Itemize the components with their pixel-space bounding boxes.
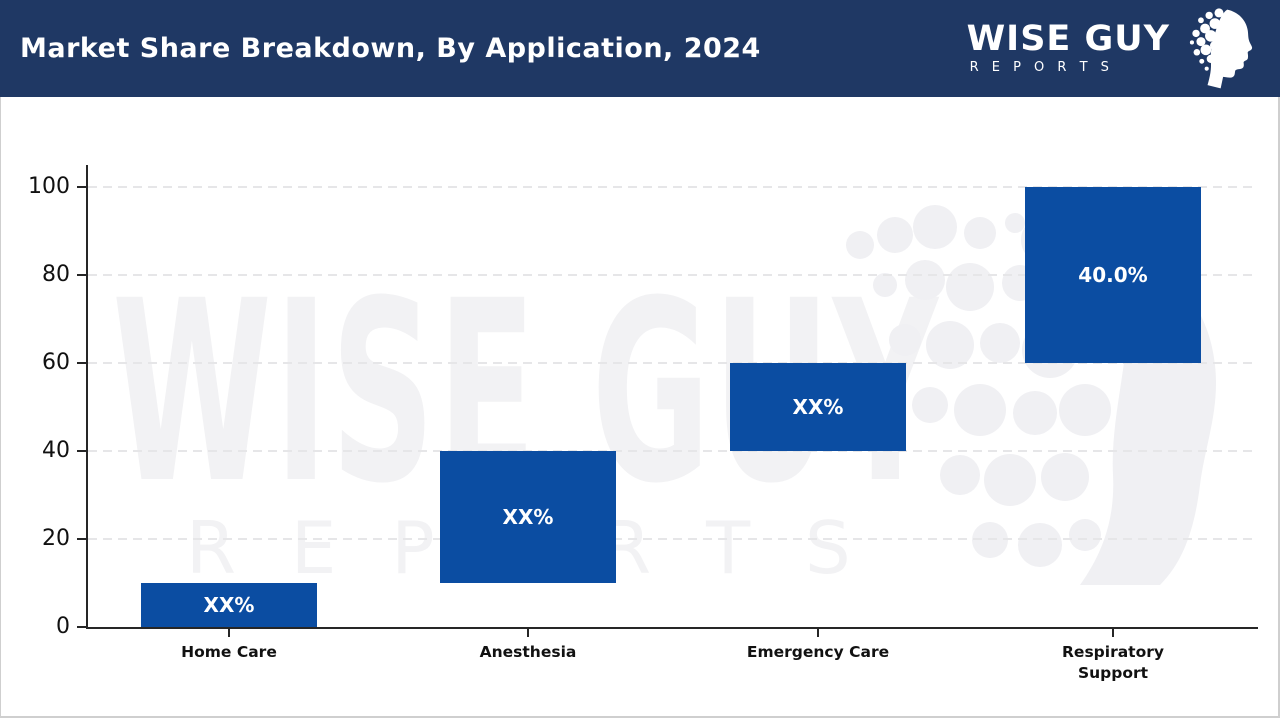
- y-tick-mark: [77, 450, 86, 452]
- y-tick-mark: [77, 274, 86, 276]
- right-border-line: [1278, 97, 1280, 718]
- logo-wordmark: WISE GUY: [966, 19, 1170, 59]
- logo-wordmark-block: WISE GUY R E P O R T S: [966, 19, 1170, 76]
- bar-value-label: XX%: [792, 395, 844, 419]
- y-tick-label: 40: [42, 438, 70, 463]
- bar-value-label: XX%: [203, 593, 255, 617]
- y-tick-label: 20: [42, 526, 70, 551]
- x-category-label: Home Care: [181, 643, 277, 661]
- header: Market Share Breakdown, By Application, …: [0, 0, 1280, 97]
- waterfall-bar: XX%: [141, 583, 317, 627]
- logo-reports-text: R E P O R T S: [969, 60, 1114, 75]
- waterfall-bar: XX%: [440, 451, 616, 583]
- y-tick-mark: [77, 626, 86, 628]
- x-axis-line: [86, 627, 1258, 629]
- bottom-border-line: [0, 716, 1280, 718]
- y-tick-label: 100: [28, 174, 70, 199]
- waterfall-bar: 40.0%: [1025, 187, 1201, 363]
- y-gridline: [88, 538, 1258, 540]
- y-gridline: [88, 186, 1258, 188]
- y-axis-line: [86, 165, 88, 629]
- logo-face-icon: [1189, 7, 1253, 88]
- y-tick-label: 0: [56, 614, 70, 639]
- bar-value-label: 40.0%: [1078, 263, 1148, 287]
- page-title: Market Share Breakdown, By Application, …: [20, 33, 761, 64]
- x-tick-mark: [817, 629, 819, 637]
- y-gridline: [88, 362, 1258, 364]
- y-tick-label: 80: [42, 262, 70, 287]
- wiseguy-logo: WISE GUY R E P O R T S: [966, 7, 1262, 90]
- x-category-label: Respiratory Support: [1062, 643, 1164, 682]
- waterfall-bar: XX%: [730, 363, 906, 451]
- bar-value-label: XX%: [502, 505, 554, 529]
- left-border-line: [0, 97, 1, 718]
- x-category-label: Emergency Care: [746, 643, 890, 661]
- x-tick-mark: [228, 629, 230, 637]
- y-tick-mark: [77, 186, 86, 188]
- y-tick-mark: [77, 538, 86, 540]
- x-tick-mark: [527, 629, 529, 637]
- y-gridline: [88, 274, 1258, 276]
- x-tick-mark: [1112, 629, 1114, 637]
- x-category-label: Anesthesia: [479, 643, 577, 661]
- y-tick-label: 60: [42, 350, 70, 375]
- y-gridline: [88, 450, 1258, 452]
- y-tick-mark: [77, 362, 86, 364]
